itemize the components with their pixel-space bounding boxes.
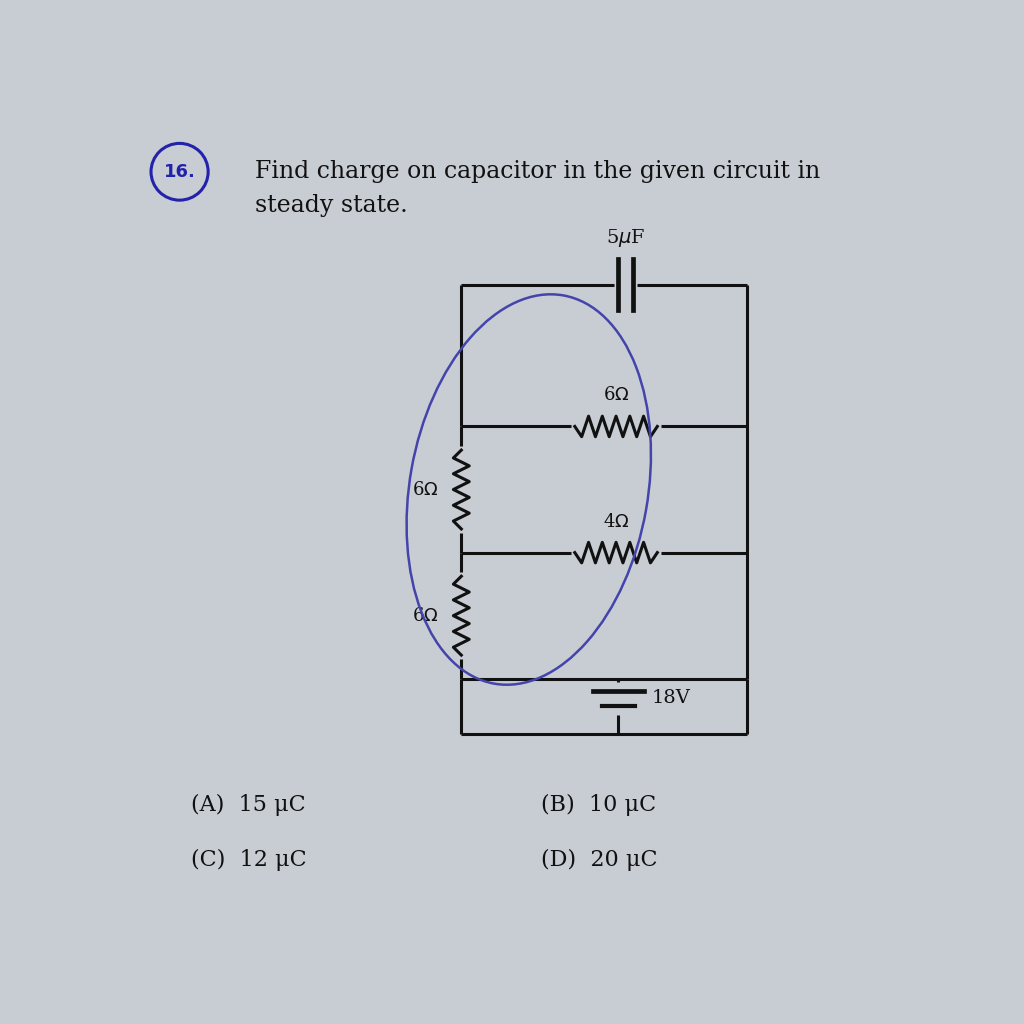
Text: 5$\mu$F: 5$\mu$F [606,227,645,249]
Text: steady state.: steady state. [255,195,408,217]
Text: (C)  12 μC: (C) 12 μC [191,849,307,871]
Text: 4$\Omega$: 4$\Omega$ [603,513,630,530]
Text: (B)  10 μC: (B) 10 μC [541,794,655,816]
Text: (A)  15 μC: (A) 15 μC [191,794,306,816]
Text: 6$\Omega$: 6$\Omega$ [413,480,439,499]
Text: 16.: 16. [164,163,196,181]
Text: 18V: 18V [652,689,690,708]
Text: 6$\Omega$: 6$\Omega$ [603,386,630,404]
Text: 6$\Omega$: 6$\Omega$ [413,606,439,625]
Text: Find charge on capacitor in the given circuit in: Find charge on capacitor in the given ci… [255,161,820,183]
Text: (D)  20 μC: (D) 20 μC [541,849,657,871]
